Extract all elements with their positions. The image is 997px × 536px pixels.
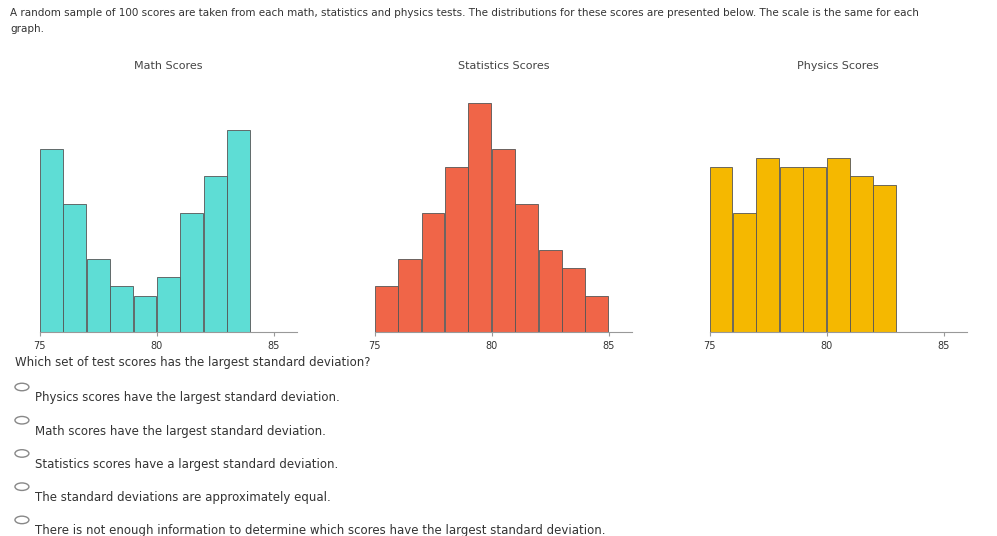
Bar — [445, 167, 468, 332]
Bar — [40, 148, 63, 332]
Bar — [538, 250, 561, 332]
Bar — [585, 295, 608, 332]
Title: Physics Scores: Physics Scores — [798, 62, 879, 71]
Bar — [134, 295, 157, 332]
Bar — [850, 176, 873, 332]
Text: The standard deviations are approximately equal.: The standard deviations are approximatel… — [35, 491, 331, 504]
Text: Math scores have the largest standard deviation.: Math scores have the largest standard de… — [35, 425, 326, 437]
Bar — [375, 286, 398, 332]
Bar — [804, 167, 827, 332]
Bar — [827, 158, 849, 332]
Bar — [157, 277, 179, 332]
Bar — [515, 204, 538, 332]
Bar — [180, 213, 203, 332]
Text: Physics scores have the largest standard deviation.: Physics scores have the largest standard… — [35, 391, 340, 404]
Bar — [227, 130, 250, 332]
Bar — [492, 148, 514, 332]
Bar — [87, 259, 110, 332]
Bar — [469, 102, 492, 332]
Bar — [422, 213, 445, 332]
Text: A random sample of 100 scores are taken from each math, statistics and physics t: A random sample of 100 scores are taken … — [10, 8, 919, 18]
Text: graph.: graph. — [10, 24, 44, 34]
Text: Which set of test scores has the largest standard deviation?: Which set of test scores has the largest… — [15, 356, 371, 369]
Title: Statistics Scores: Statistics Scores — [458, 62, 549, 71]
Bar — [63, 204, 87, 332]
Bar — [110, 286, 133, 332]
Text: There is not enough information to determine which scores have the largest stand: There is not enough information to deter… — [35, 524, 605, 536]
Bar — [757, 158, 780, 332]
Bar — [710, 167, 733, 332]
Bar — [203, 176, 226, 332]
Title: Math Scores: Math Scores — [135, 62, 203, 71]
Bar — [398, 259, 421, 332]
Text: Statistics scores have a largest standard deviation.: Statistics scores have a largest standar… — [35, 458, 338, 471]
Bar — [562, 268, 585, 332]
Bar — [873, 185, 896, 332]
Bar — [780, 167, 803, 332]
Bar — [733, 213, 756, 332]
